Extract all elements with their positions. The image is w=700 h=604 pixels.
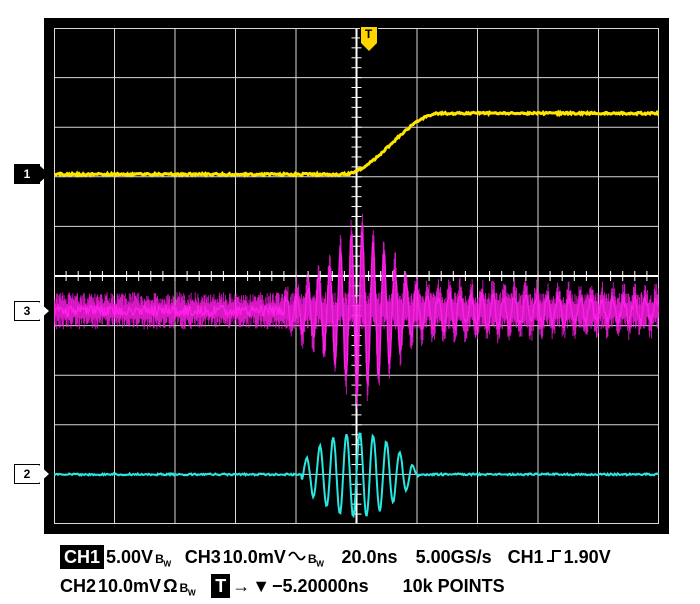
ch2-bw: BW xyxy=(180,577,196,603)
arrow-right-icon: → xyxy=(232,575,250,597)
ch1-bw: BW xyxy=(155,548,171,574)
ch3-label: CH3 xyxy=(185,546,221,568)
ac-coupling-icon xyxy=(288,549,306,563)
channel-marker-2: 2 xyxy=(14,464,40,484)
ch1-seg: CH1 5.00V BW xyxy=(60,545,171,574)
ch2-label: CH2 xyxy=(60,575,96,597)
ch1-badge: CH1 xyxy=(60,545,104,569)
scope-screen xyxy=(54,28,659,524)
ch3-scale: 10.0mV xyxy=(223,546,286,568)
ch2-seg: CH2 10.0mV Ω BW xyxy=(60,575,195,603)
info-bar: CH1 5.00V BW CH3 10.0mV BW 20.0ns 5.00GS… xyxy=(60,545,611,604)
ch1-scale: 5.00V xyxy=(106,546,153,568)
info-line-1: CH1 5.00V BW CH3 10.0mV BW 20.0ns 5.00GS… xyxy=(60,545,611,574)
ch2-scale: 10.0mV xyxy=(98,575,161,597)
sample-rate: 5.00GS/s xyxy=(416,546,492,568)
channel-marker-3: 3 xyxy=(14,301,40,321)
trigger-level: 1.90V xyxy=(564,546,611,568)
trigger-marker-label: T xyxy=(365,27,372,41)
info-line-2: CH2 10.0mV Ω BW T → ▼ −5.20000ns 10k POI… xyxy=(60,574,611,603)
trigger-source: CH1 xyxy=(508,546,544,568)
ch3-bw: BW xyxy=(308,548,324,574)
ch3-seg: CH3 10.0mV BW xyxy=(185,546,324,574)
trigger-seg: CH1 1.90V xyxy=(508,546,611,568)
scope-svg xyxy=(54,28,659,524)
trigger-marker: T xyxy=(360,26,378,44)
timebase: 20.0ns xyxy=(342,546,398,568)
record-points: 10k POINTS xyxy=(403,575,505,597)
t-delay: −5.20000ns xyxy=(272,575,369,597)
channel-marker-1: 1 xyxy=(14,164,40,184)
ohm-icon: Ω xyxy=(163,575,177,597)
triangle-down-icon: ▼ xyxy=(252,575,270,597)
rising-edge-icon xyxy=(546,549,562,563)
